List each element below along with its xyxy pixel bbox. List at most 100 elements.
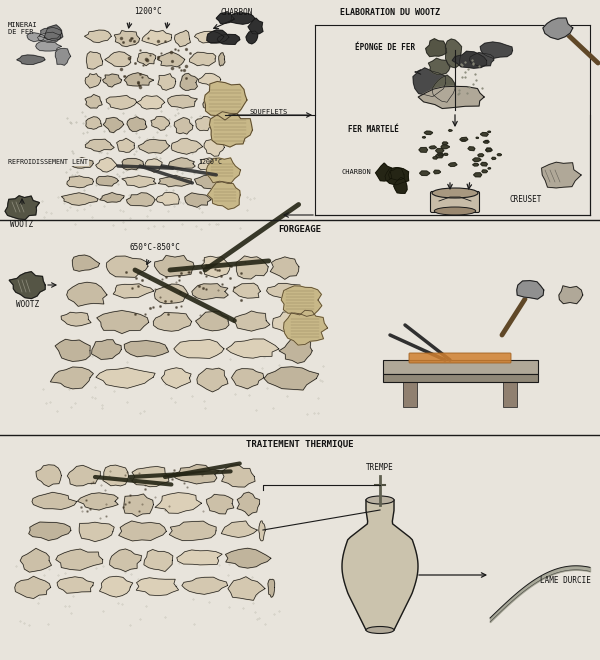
Polygon shape [155,492,202,513]
Polygon shape [124,341,169,357]
Polygon shape [226,548,271,568]
Polygon shape [204,81,247,120]
Polygon shape [171,139,203,154]
Polygon shape [482,170,488,173]
Polygon shape [137,96,164,109]
Polygon shape [221,465,255,487]
Polygon shape [37,32,61,42]
Polygon shape [116,139,134,152]
Polygon shape [156,192,179,205]
Polygon shape [206,494,234,514]
Polygon shape [79,522,114,542]
Polygon shape [86,117,102,129]
Polygon shape [221,521,257,537]
Polygon shape [468,147,475,150]
Polygon shape [40,27,62,40]
Polygon shape [105,51,131,67]
Polygon shape [268,579,275,597]
Polygon shape [97,310,149,333]
Polygon shape [485,148,492,152]
Polygon shape [36,41,61,51]
Polygon shape [419,171,430,176]
Polygon shape [119,521,166,541]
Polygon shape [422,137,425,138]
Polygon shape [153,312,191,331]
Polygon shape [158,74,176,90]
Polygon shape [142,30,172,46]
Polygon shape [155,255,194,277]
Polygon shape [198,158,221,171]
Polygon shape [103,117,124,133]
FancyBboxPatch shape [403,382,417,407]
Polygon shape [85,74,101,88]
Polygon shape [437,153,443,156]
Ellipse shape [434,207,476,215]
Polygon shape [436,148,443,152]
Polygon shape [236,256,268,279]
Polygon shape [127,193,155,207]
Polygon shape [481,162,487,166]
Polygon shape [478,154,484,156]
Polygon shape [413,68,446,96]
Polygon shape [85,30,111,43]
Polygon shape [113,284,154,298]
Polygon shape [246,31,258,44]
Polygon shape [485,141,488,142]
Polygon shape [279,340,312,363]
Polygon shape [198,73,221,86]
Polygon shape [230,13,255,24]
Polygon shape [517,280,544,299]
Polygon shape [203,96,223,112]
Ellipse shape [432,188,478,198]
Polygon shape [103,465,128,486]
Polygon shape [145,159,162,172]
Polygon shape [233,311,270,331]
Polygon shape [175,30,190,47]
Polygon shape [481,133,488,136]
Polygon shape [444,153,448,155]
Polygon shape [124,73,154,86]
Polygon shape [190,52,216,66]
Polygon shape [96,368,155,388]
Polygon shape [428,58,450,75]
Polygon shape [419,148,427,152]
Polygon shape [50,367,94,389]
Polygon shape [219,53,225,66]
Polygon shape [473,164,479,166]
Text: TRAITEMENT THERMIQUE: TRAITEMENT THERMIQUE [246,440,354,449]
Polygon shape [208,182,240,209]
Polygon shape [432,75,455,102]
Polygon shape [389,168,404,180]
Polygon shape [436,154,443,158]
Polygon shape [168,95,197,108]
Polygon shape [233,283,260,298]
Polygon shape [122,158,143,170]
Polygon shape [201,256,230,278]
Polygon shape [284,310,328,345]
Polygon shape [17,55,45,64]
Polygon shape [212,193,236,203]
Polygon shape [480,42,512,58]
Polygon shape [185,193,211,207]
Text: CREUSET: CREUSET [510,195,542,205]
Polygon shape [216,13,234,23]
Polygon shape [483,141,489,143]
Polygon shape [114,30,140,47]
Polygon shape [209,112,253,147]
Polygon shape [124,494,154,517]
Polygon shape [61,193,98,205]
Polygon shape [110,549,142,572]
FancyBboxPatch shape [383,360,538,374]
Polygon shape [106,256,148,277]
Polygon shape [492,157,496,160]
Polygon shape [192,284,228,300]
Polygon shape [281,286,322,316]
FancyBboxPatch shape [431,191,479,213]
Polygon shape [100,576,133,597]
Polygon shape [174,339,224,358]
Polygon shape [385,168,409,185]
Polygon shape [77,493,118,510]
Polygon shape [194,175,224,189]
FancyBboxPatch shape [383,374,538,382]
Polygon shape [95,158,117,172]
